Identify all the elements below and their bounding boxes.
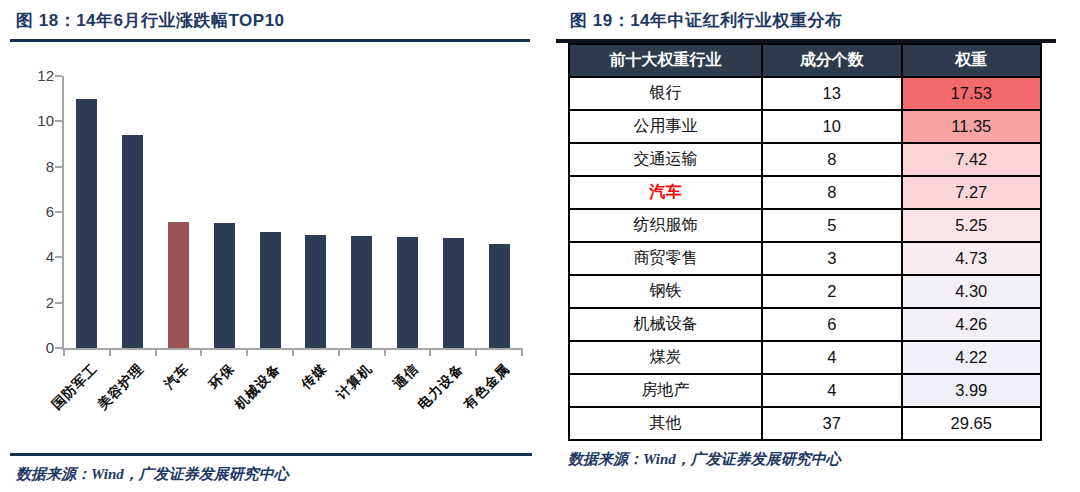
bar-电力设备 — [443, 238, 464, 348]
data-source-right: 数据来源：Wind，广发证券发展研究中心 — [568, 441, 1042, 469]
y-axis-tick-label: 8 — [16, 158, 54, 176]
y-axis-tick-label: 6 — [16, 203, 54, 221]
x-axis-label: 传媒 — [297, 360, 330, 393]
count-cell: 8 — [762, 143, 901, 176]
table-body: 银行1317.53公用事业1011.35交通运输87.42汽车87.27纺织服饰… — [569, 77, 1041, 440]
industry-cell: 机械设备 — [569, 308, 762, 341]
x-axis-label: 美容护理 — [94, 360, 148, 414]
table-row: 钢铁24.30 — [569, 275, 1041, 308]
table-row: 煤炭44.22 — [569, 341, 1041, 374]
weight-cell: 4.26 — [902, 308, 1041, 341]
y-axis-tick-mark — [55, 120, 62, 122]
y-axis-tick-label: 2 — [16, 294, 54, 312]
industry-cell: 纺织服饰 — [569, 209, 762, 242]
table-row: 其他3729.65 — [569, 407, 1041, 440]
y-axis-tick-mark — [55, 166, 62, 168]
panel-figure-18: 图 18：14年6月行业涨跌幅TOP10 024681012 国防军工美容护理汽… — [0, 0, 540, 492]
y-axis-tick-mark — [55, 302, 62, 304]
table-row: 商贸零售34.73 — [569, 242, 1041, 275]
industry-cell: 钢铁 — [569, 275, 762, 308]
industry-cell: 其他 — [569, 407, 762, 440]
x-axis-label: 汽车 — [160, 360, 193, 393]
bar-计算机 — [351, 236, 372, 348]
industry-cell: 房地产 — [569, 374, 762, 407]
weight-cell: 7.42 — [902, 143, 1041, 176]
x-axis-tick-mark — [521, 348, 523, 356]
bar-美容护理 — [122, 135, 143, 348]
count-cell: 2 — [762, 275, 901, 308]
industry-cell: 公用事业 — [569, 110, 762, 143]
bar-环保 — [214, 223, 235, 348]
count-cell: 3 — [762, 242, 901, 275]
weight-cell: 4.73 — [902, 242, 1041, 275]
count-cell: 6 — [762, 308, 901, 341]
report-figures-page: 图 18：14年6月行业涨跌幅TOP10 024681012 国防军工美容护理汽… — [0, 0, 1080, 492]
industry-change-bar-chart: 024681012 国防军工美容护理汽车环保机械设备传媒计算机通信电力设备有色金… — [14, 76, 534, 452]
x-axis-label: 计算机 — [333, 360, 376, 403]
y-axis-tick-mark — [55, 256, 62, 258]
bar-传媒 — [305, 235, 326, 348]
bar-通信 — [397, 237, 418, 348]
table-row: 交通运输87.42 — [569, 143, 1041, 176]
weight-cell: 3.99 — [902, 374, 1041, 407]
count-cell: 37 — [762, 407, 901, 440]
industry-cell: 交通运输 — [569, 143, 762, 176]
table-row: 房地产43.99 — [569, 374, 1041, 407]
table-header-row: 前十大权重行业成分个数权重 — [569, 44, 1041, 77]
y-axis-tick-label: 12 — [16, 67, 54, 85]
x-axis-label: 国防军工 — [48, 360, 102, 414]
y-axis-tick-label: 10 — [16, 112, 54, 130]
dividend-industry-weight-table: 前十大权重行业成分个数权重 银行1317.53公用事业1011.35交通运输87… — [568, 43, 1042, 441]
count-cell: 5 — [762, 209, 901, 242]
bar-汽车 — [168, 222, 189, 348]
y-axis-tick-mark — [55, 211, 62, 213]
weight-cell: 5.25 — [902, 209, 1041, 242]
chart-x-axis-labels: 国防军工美容护理汽车环保机械设备传媒计算机通信电力设备有色金属 — [62, 350, 520, 452]
data-source-left: 数据来源：Wind，广发证券发展研究中心 — [14, 456, 534, 484]
figure-18-title: 图 18：14年6月行业涨跌幅TOP10 — [14, 0, 534, 39]
x-axis-label: 环保 — [206, 360, 239, 393]
weight-cell: 17.53 — [902, 77, 1041, 110]
x-axis-label: 有色金属 — [460, 360, 514, 414]
table-row: 汽车87.27 — [569, 176, 1041, 209]
count-cell: 8 — [762, 176, 901, 209]
industry-cell: 银行 — [569, 77, 762, 110]
y-axis-tick-mark — [55, 75, 62, 77]
weight-cell: 29.65 — [902, 407, 1041, 440]
figure-19-title: 图 19：14年中证红利行业权重分布 — [568, 0, 1042, 39]
weight-cell: 4.30 — [902, 275, 1041, 308]
weight-cell: 7.27 — [902, 176, 1041, 209]
count-cell: 4 — [762, 374, 901, 407]
x-axis-label: 电力设备 — [414, 360, 468, 414]
count-cell: 4 — [762, 341, 901, 374]
x-axis-label: 通信 — [389, 360, 422, 393]
table-row: 银行1317.53 — [569, 77, 1041, 110]
x-axis-label: 机械设备 — [231, 360, 285, 414]
chart-plot-area: 024681012 — [62, 76, 522, 350]
count-cell: 10 — [762, 110, 901, 143]
y-axis-tick-label: 4 — [16, 248, 54, 266]
column-header: 权重 — [902, 44, 1041, 77]
table-row: 机械设备64.26 — [569, 308, 1041, 341]
table-row: 纺织服饰55.25 — [569, 209, 1041, 242]
y-axis-tick-mark — [55, 347, 62, 349]
bar-机械设备 — [260, 232, 281, 348]
title-divider — [10, 39, 530, 42]
panel-figure-19: 图 19：14年中证红利行业权重分布 前十大权重行业成分个数权重 银行1317.… — [540, 0, 1080, 492]
column-header: 成分个数 — [762, 44, 901, 77]
y-axis-tick-label: 0 — [16, 339, 54, 357]
column-header: 前十大权重行业 — [569, 44, 762, 77]
industry-cell: 汽车 — [569, 176, 762, 209]
weight-cell: 4.22 — [902, 341, 1041, 374]
bar-国防军工 — [76, 99, 97, 348]
table-row: 公用事业1011.35 — [569, 110, 1041, 143]
bar-有色金属 — [489, 244, 510, 348]
industry-cell: 煤炭 — [569, 341, 762, 374]
industry-cell: 商贸零售 — [569, 242, 762, 275]
count-cell: 13 — [762, 77, 901, 110]
weight-cell: 11.35 — [902, 110, 1041, 143]
